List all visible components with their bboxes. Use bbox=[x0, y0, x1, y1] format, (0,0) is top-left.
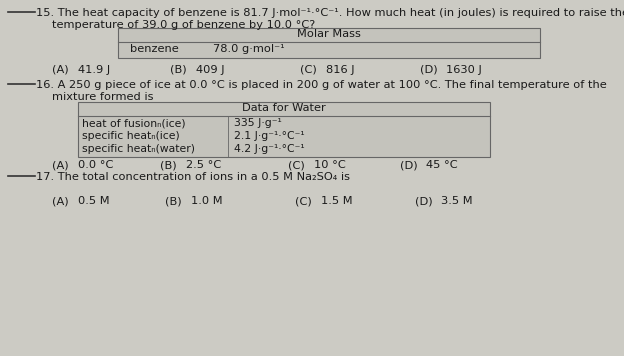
Bar bbox=[118, 28, 540, 58]
Text: 41.9 J: 41.9 J bbox=[78, 65, 110, 75]
Text: 409 J: 409 J bbox=[196, 65, 225, 75]
Text: (A): (A) bbox=[52, 196, 69, 206]
Text: 3.5 M: 3.5 M bbox=[441, 196, 472, 206]
Text: specific heatₙ(ice): specific heatₙ(ice) bbox=[82, 131, 180, 141]
Text: (B): (B) bbox=[170, 65, 187, 75]
Text: 16. A 250 g piece of ice at 0.0 °C is placed in 200 g of water at 100 °C. The fi: 16. A 250 g piece of ice at 0.0 °C is pl… bbox=[36, 80, 607, 90]
Text: 2.5 °C: 2.5 °C bbox=[186, 160, 222, 170]
Text: (A): (A) bbox=[52, 160, 69, 170]
Text: Data for Water: Data for Water bbox=[242, 103, 326, 113]
Text: temperature of 39.0 g of benzene by 10.0 °C?: temperature of 39.0 g of benzene by 10.0… bbox=[52, 20, 315, 30]
Text: 0.0 °C: 0.0 °C bbox=[78, 160, 114, 170]
Text: 335 J·g⁻¹: 335 J·g⁻¹ bbox=[234, 118, 282, 128]
Text: 0.5 M: 0.5 M bbox=[78, 196, 110, 206]
Text: mixture formed is: mixture formed is bbox=[52, 92, 154, 102]
Text: 45 °C: 45 °C bbox=[426, 160, 457, 170]
Text: 816 J: 816 J bbox=[326, 65, 354, 75]
Text: (C): (C) bbox=[295, 196, 312, 206]
Text: 2.1 J·g⁻¹·°C⁻¹: 2.1 J·g⁻¹·°C⁻¹ bbox=[234, 131, 305, 141]
Text: (C): (C) bbox=[300, 65, 317, 75]
Bar bbox=[78, 102, 490, 157]
Text: Molar Mass: Molar Mass bbox=[297, 29, 361, 39]
Text: 15. The heat capacity of benzene is 81.7 J·mol⁻¹·°C⁻¹. How much heat (in joules): 15. The heat capacity of benzene is 81.7… bbox=[36, 8, 624, 18]
Text: (B): (B) bbox=[160, 160, 177, 170]
Text: (B): (B) bbox=[165, 196, 182, 206]
Text: 78.0 g·mol⁻¹: 78.0 g·mol⁻¹ bbox=[213, 44, 285, 54]
Text: (D): (D) bbox=[415, 196, 432, 206]
Text: 4.2 J·g⁻¹·°C⁻¹: 4.2 J·g⁻¹·°C⁻¹ bbox=[234, 144, 305, 154]
Text: 17. The total concentration of ions in a 0.5 M Na₂SO₄ is: 17. The total concentration of ions in a… bbox=[36, 172, 350, 182]
Text: benzene: benzene bbox=[130, 44, 178, 54]
Text: specific heatₙ(water): specific heatₙ(water) bbox=[82, 144, 195, 154]
Text: 10 °C: 10 °C bbox=[314, 160, 346, 170]
Text: (A): (A) bbox=[52, 65, 69, 75]
Text: 1.0 M: 1.0 M bbox=[191, 196, 223, 206]
Text: (C): (C) bbox=[288, 160, 305, 170]
Text: heat of fusionₙ(ice): heat of fusionₙ(ice) bbox=[82, 118, 185, 128]
Text: 1630 J: 1630 J bbox=[446, 65, 482, 75]
Text: 1.5 M: 1.5 M bbox=[321, 196, 353, 206]
Text: (D): (D) bbox=[420, 65, 437, 75]
Text: (D): (D) bbox=[400, 160, 417, 170]
